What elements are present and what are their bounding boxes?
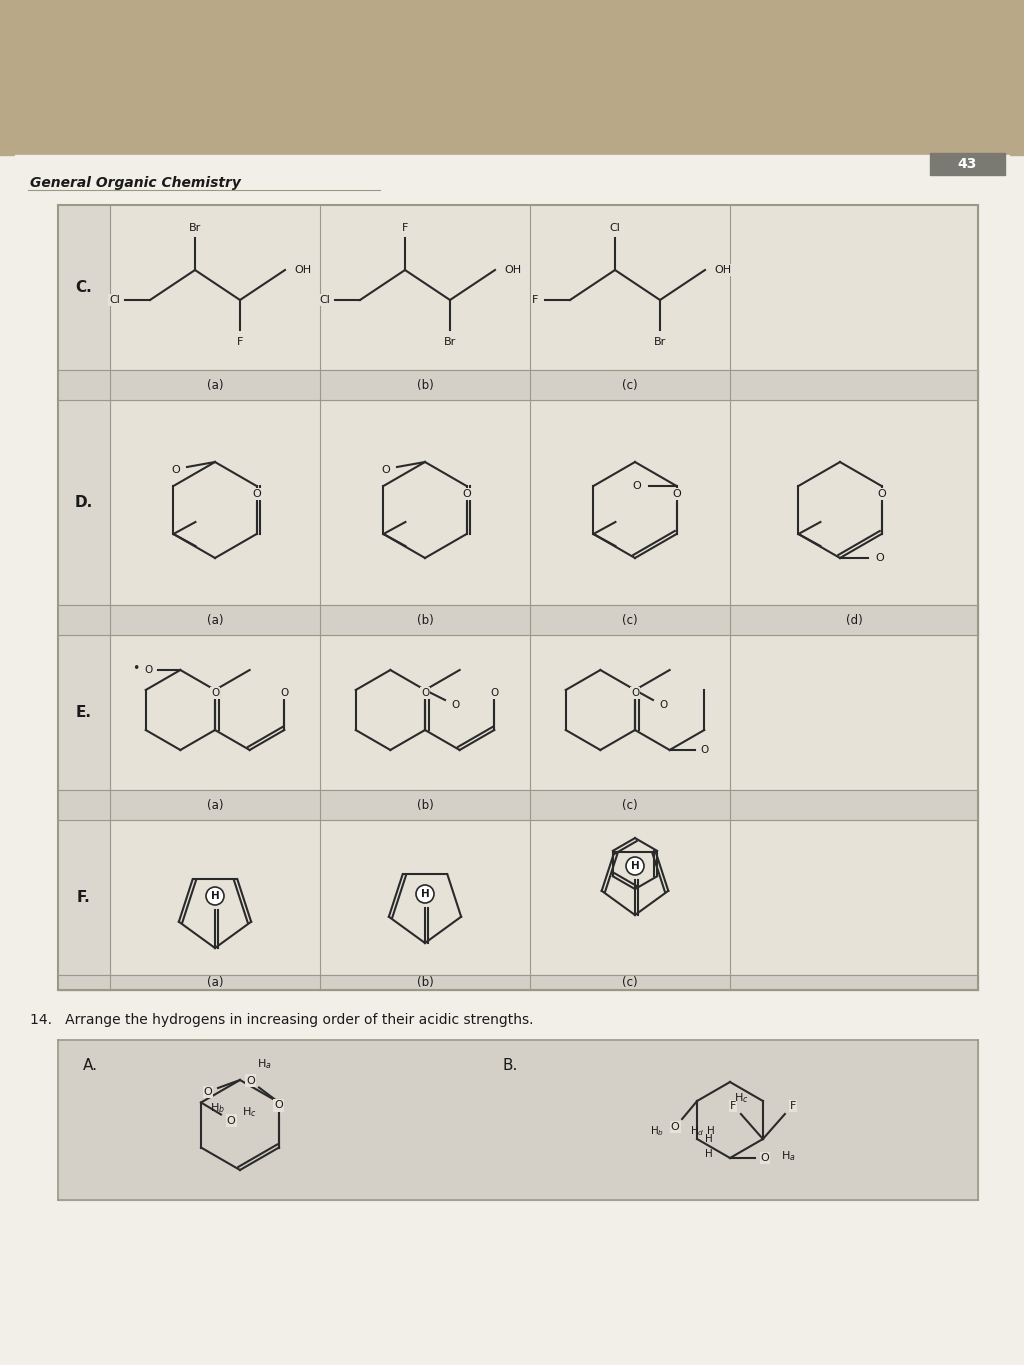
Text: O: O [281, 688, 289, 698]
Text: 43: 43 [957, 157, 977, 171]
Bar [0, 0, 1024, 156]
Bar [58, 605, 978, 635]
Text: Cl: Cl [110, 295, 121, 304]
Text: (d): (d) [846, 613, 862, 627]
Text: H: H [706, 1149, 713, 1159]
Text: A.: A. [83, 1058, 97, 1073]
Text: Br: Br [188, 222, 201, 233]
Text: (a): (a) [207, 976, 223, 990]
Bar [930, 153, 1005, 175]
Text: (b): (b) [417, 613, 433, 627]
Text: Br: Br [443, 337, 456, 347]
Text: (a): (a) [207, 799, 223, 812]
Bar [58, 370, 978, 400]
Text: O: O [144, 665, 153, 676]
Text: General Organic Chemistry: General Organic Chemistry [30, 176, 241, 190]
Text: Br: Br [654, 337, 667, 347]
Text: B.: B. [503, 1058, 518, 1073]
Text: O: O [631, 688, 639, 698]
Text: H$_b$: H$_b$ [650, 1125, 665, 1138]
Text: H$_d$ H: H$_d$ H [689, 1125, 715, 1138]
Text: (b): (b) [417, 378, 433, 392]
Circle shape [626, 857, 644, 875]
Text: (b): (b) [417, 799, 433, 812]
Text: F: F [401, 222, 409, 233]
Text: (c): (c) [623, 378, 638, 392]
Bar [0, 0, 1024, 156]
Text: O: O [247, 1076, 255, 1085]
Bar [58, 205, 978, 990]
Text: F: F [531, 295, 539, 304]
Text: O: O [761, 1153, 769, 1163]
Bar [0, 156, 1024, 1365]
Text: O: O [421, 688, 429, 698]
Text: (c): (c) [623, 976, 638, 990]
Text: F: F [237, 337, 243, 347]
Text: F: F [730, 1102, 736, 1111]
Circle shape [206, 887, 224, 905]
Bar [0, 0, 1024, 156]
Text: O: O [672, 489, 681, 500]
Text: F.: F. [77, 890, 91, 905]
Text: O: O [211, 688, 219, 698]
Text: E.: E. [76, 704, 92, 719]
Text: H$_b$: H$_b$ [211, 1102, 225, 1115]
Text: OH: OH [715, 265, 731, 274]
Text: H: H [706, 1134, 713, 1144]
Bar [58, 790, 978, 820]
Text: (a): (a) [207, 378, 223, 392]
Text: O: O [252, 489, 261, 500]
Text: O: O [490, 688, 499, 698]
Text: (c): (c) [623, 613, 638, 627]
Circle shape [416, 885, 434, 904]
Text: O: O [658, 700, 667, 710]
Text: H: H [631, 861, 639, 871]
Text: H$_c$: H$_c$ [242, 1106, 256, 1119]
Text: H$_a$: H$_a$ [780, 1149, 796, 1163]
Bar [58, 1040, 978, 1200]
Text: C.: C. [76, 280, 92, 295]
Text: O: O [876, 553, 885, 562]
Text: F: F [790, 1102, 796, 1111]
Text: (c): (c) [623, 799, 638, 812]
Text: O: O [274, 1100, 284, 1111]
Bar [15, 156, 1009, 1365]
Text: O: O [700, 745, 709, 755]
Text: H: H [421, 889, 429, 900]
Text: O: O [462, 489, 471, 500]
Text: Cl: Cl [319, 295, 331, 304]
Text: H: H [211, 891, 219, 901]
Text: O: O [671, 1122, 680, 1132]
Bar [58, 975, 978, 990]
Text: O: O [204, 1087, 212, 1097]
Text: O: O [382, 465, 390, 475]
Text: OH: OH [295, 265, 311, 274]
Text: D.: D. [75, 495, 93, 511]
Text: O: O [878, 489, 886, 500]
Text: O: O [632, 480, 641, 491]
Text: OH: OH [505, 265, 521, 274]
Text: 14.   Arrange the hydrogens in increasing order of their acidic strengths.: 14. Arrange the hydrogens in increasing … [30, 1013, 534, 1026]
Text: •: • [132, 662, 139, 674]
Text: H$_c$: H$_c$ [733, 1091, 749, 1104]
Text: O: O [451, 700, 459, 710]
Text: O: O [172, 465, 180, 475]
Text: (a): (a) [207, 613, 223, 627]
Text: Cl: Cl [609, 222, 621, 233]
Text: H$_a$: H$_a$ [257, 1058, 271, 1072]
Text: (b): (b) [417, 976, 433, 990]
Bar [58, 205, 110, 990]
Text: O: O [226, 1115, 236, 1126]
